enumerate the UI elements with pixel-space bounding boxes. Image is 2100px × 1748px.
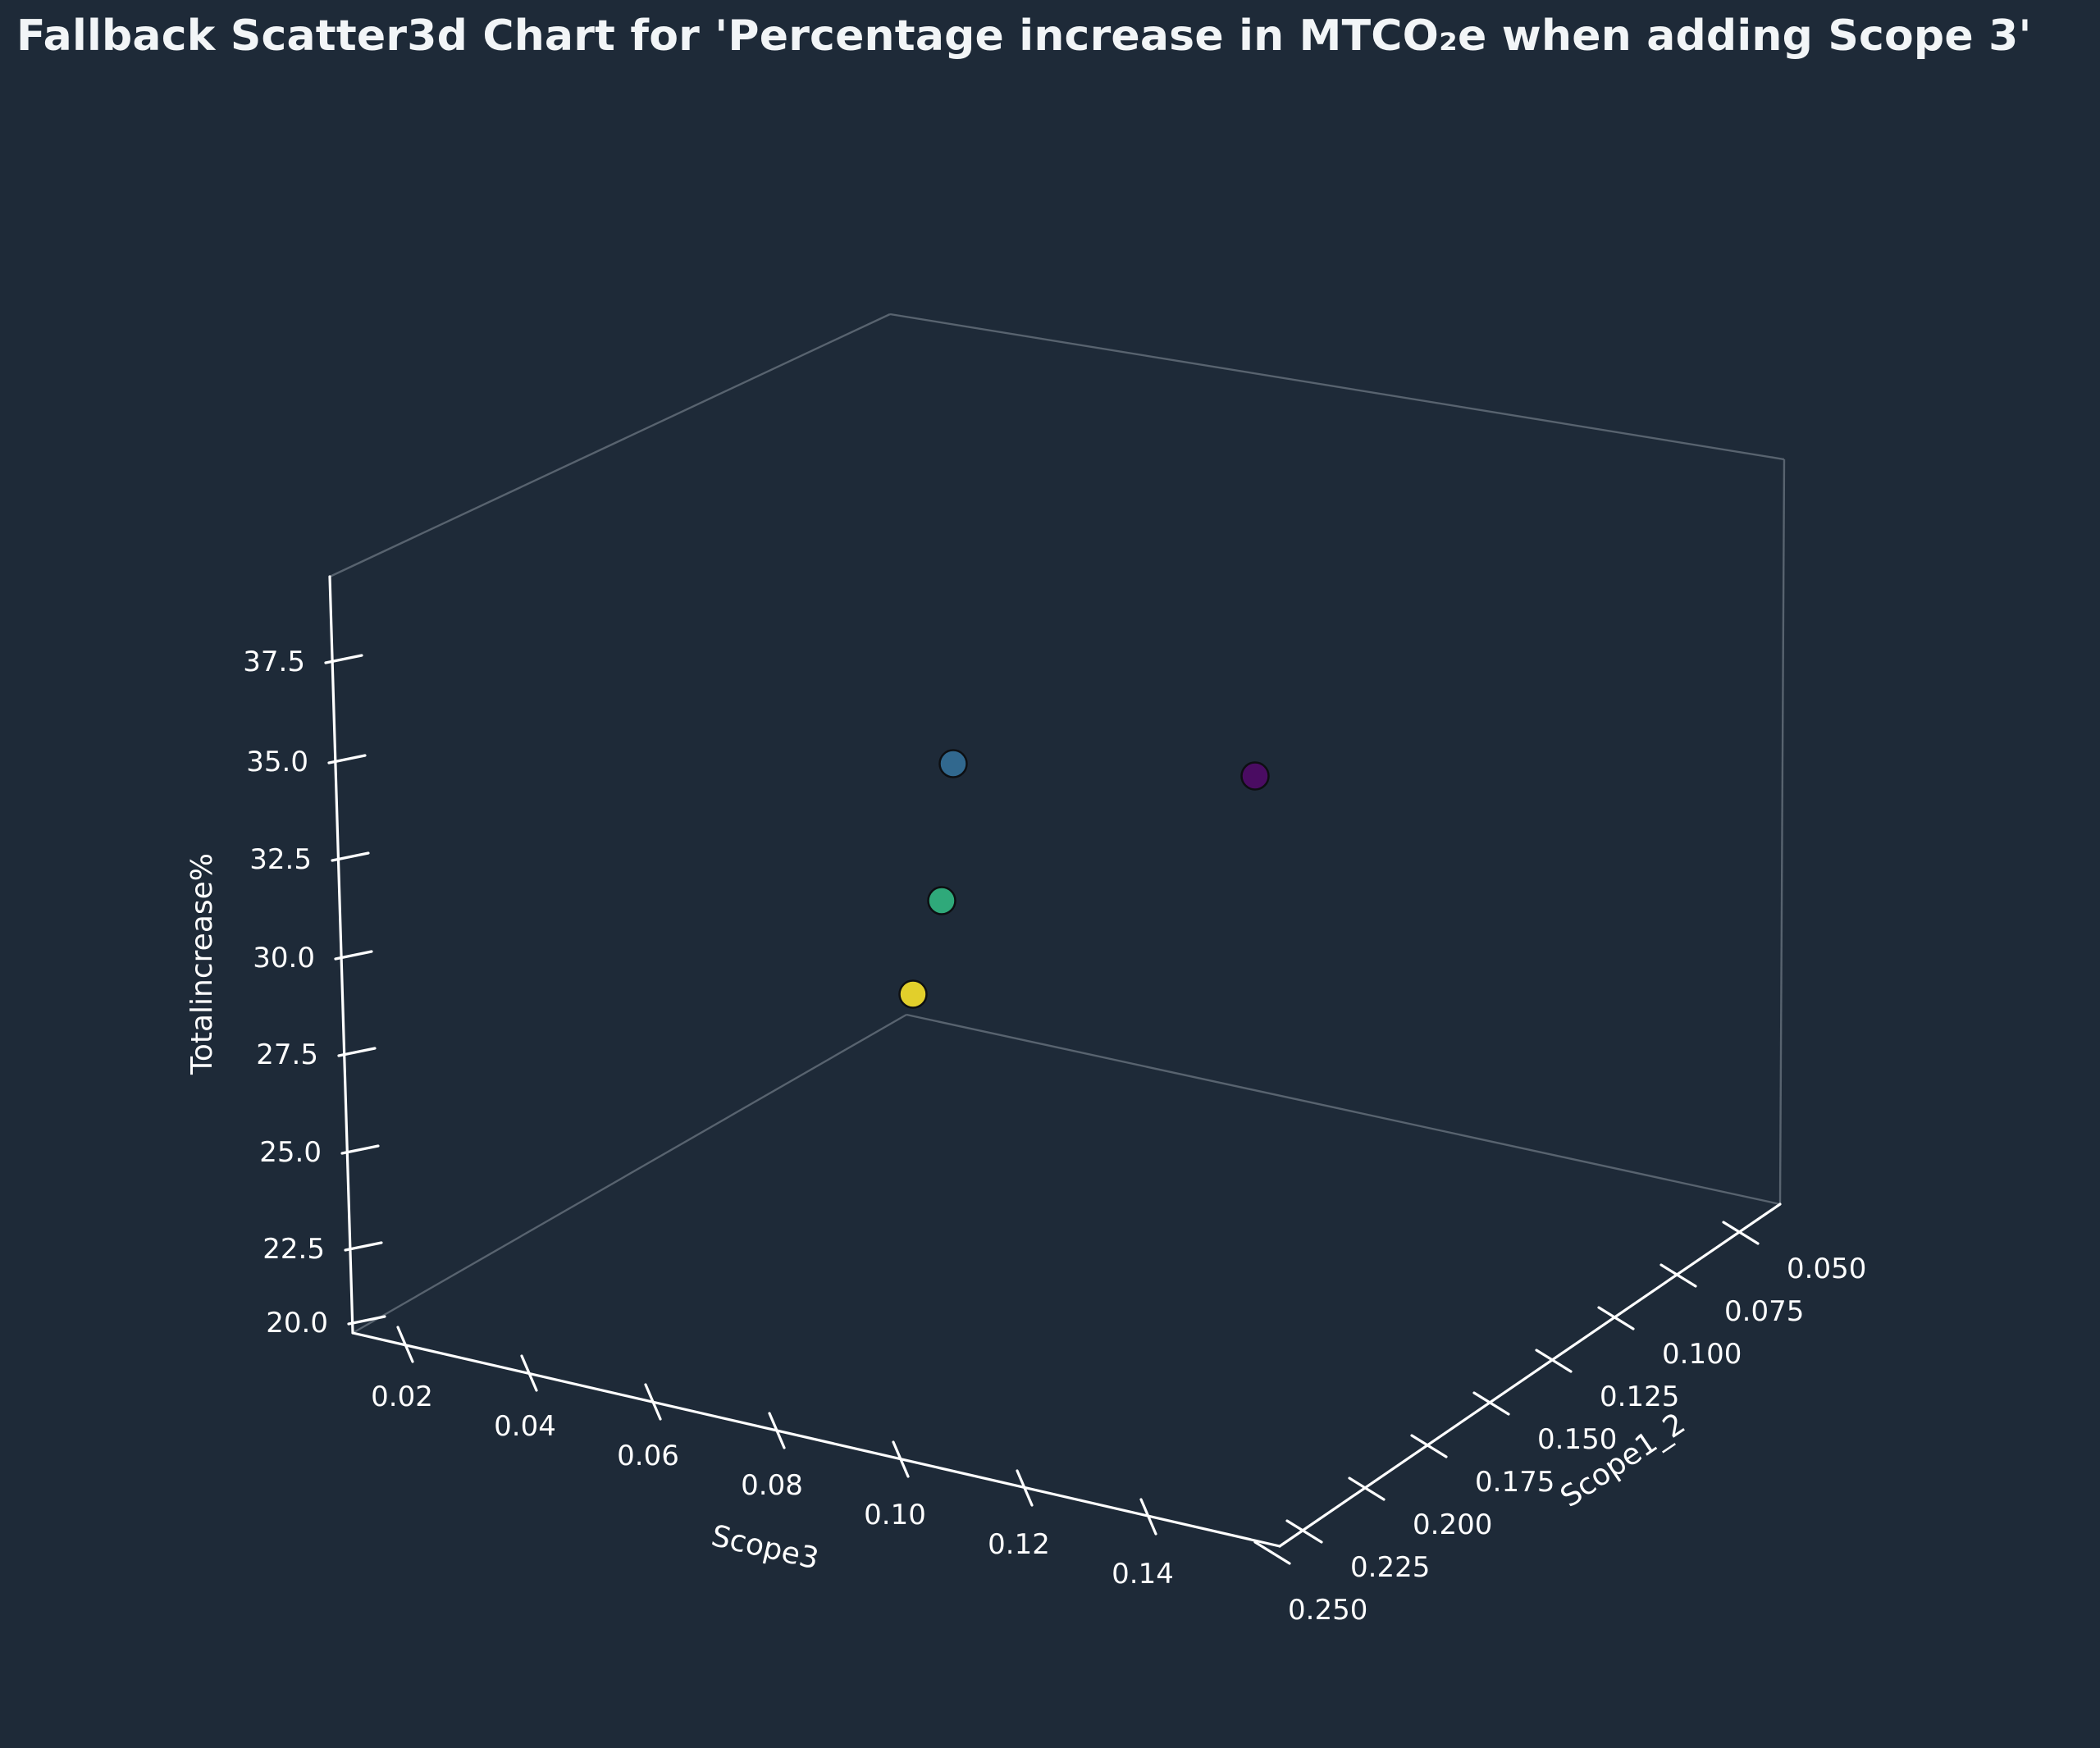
y-tick-0.100 xyxy=(1597,1306,1635,1330)
y-tick-label-3: 0.125 xyxy=(1600,1381,1679,1413)
y-tick-label-4: 0.150 xyxy=(1537,1423,1617,1456)
pane-edge-top-right xyxy=(889,313,1785,461)
y-tick-0.050 xyxy=(1722,1221,1760,1245)
z-axis-line xyxy=(328,575,354,1335)
x-tick-0.08 xyxy=(768,1412,786,1449)
marker-purple[interactable] xyxy=(1240,761,1270,791)
x-tick-0.12 xyxy=(1016,1469,1034,1507)
x-tick-0.14 xyxy=(1139,1498,1157,1536)
z-tick-20.0 xyxy=(347,1315,386,1326)
z-tick-22.5 xyxy=(344,1241,383,1252)
page-title: Fallback Scatter3d Chart for 'Percentage… xyxy=(16,11,2032,61)
y-tick-0.225 xyxy=(1285,1519,1323,1544)
y-axis-line xyxy=(1278,1203,1782,1548)
z-tick-30.0 xyxy=(334,950,373,961)
z-tick-label-2: 32.5 xyxy=(249,843,312,876)
z-tick-label-3: 30.0 xyxy=(253,942,315,974)
x-tick-label-4: 0.10 xyxy=(864,1499,926,1531)
marker-green[interactable] xyxy=(927,886,956,915)
z-tick-25.0 xyxy=(340,1144,380,1155)
z-tick-label-0: 37.5 xyxy=(243,646,305,678)
z-tick-37.5 xyxy=(324,654,363,664)
pane-edge-top-left xyxy=(329,313,891,578)
x-tick-0.10 xyxy=(892,1440,910,1478)
x-tick-0.04 xyxy=(520,1354,538,1392)
pane-edge-floor-right xyxy=(906,1013,1781,1206)
y-tick-label-5: 0.175 xyxy=(1475,1466,1554,1499)
pane-edge-right-vertical xyxy=(1778,459,1786,1205)
z-tick-label-4: 27.5 xyxy=(256,1038,318,1071)
x-tick-label-2: 0.06 xyxy=(617,1440,679,1472)
z-tick-27.5 xyxy=(337,1047,377,1057)
y-tick-0.150 xyxy=(1472,1391,1510,1416)
x-tick-label-3: 0.08 xyxy=(741,1469,803,1502)
x-tick-label-0: 0.02 xyxy=(371,1381,433,1413)
z-tick-label-1: 35.0 xyxy=(246,746,308,778)
data-points-layer xyxy=(898,749,1270,1009)
x-tick-0.02 xyxy=(396,1326,414,1363)
z-axis-title: Totalincrease% xyxy=(185,853,219,1075)
y-tick-label-1: 0.075 xyxy=(1724,1295,1804,1328)
y-tick-label-7: 0.225 xyxy=(1350,1551,1430,1584)
x-axis-line xyxy=(351,1331,1281,1548)
pane-edge-floor-left xyxy=(352,1013,907,1335)
y-tick-0.250 xyxy=(1253,1540,1291,1565)
z-tick-32.5 xyxy=(331,851,370,862)
z-tick-label-5: 25.0 xyxy=(259,1136,322,1169)
x-tick-label-5: 0.12 xyxy=(988,1528,1050,1561)
x-tick-label-6: 0.14 xyxy=(1112,1558,1174,1591)
x-axis-title: Scope3 xyxy=(708,1519,821,1577)
z-axis: 37.5 35.0 32.5 30.0 27.5 25.0 22.5 20.0 … xyxy=(185,575,386,1340)
y-tick-0.175 xyxy=(1410,1434,1448,1458)
y-axis: 0.050 0.075 0.100 0.125 0.150 0.175 0.20… xyxy=(1253,1203,1866,1627)
x-axis: 0.02 0.04 0.06 0.08 0.10 0.12 0.14 Scope… xyxy=(351,1326,1281,1591)
z-tick-35.0 xyxy=(327,754,367,764)
marker-blue[interactable] xyxy=(938,749,968,778)
x-tick-label-1: 0.04 xyxy=(494,1410,556,1443)
y-tick-0.125 xyxy=(1535,1349,1573,1373)
x-tick-0.06 xyxy=(644,1383,662,1421)
y-tick-0.075 xyxy=(1659,1263,1697,1288)
y-tick-label-2: 0.100 xyxy=(1662,1338,1742,1371)
z-tick-label-7: 20.0 xyxy=(266,1307,328,1340)
z-tick-label-6: 22.5 xyxy=(262,1233,325,1266)
marker-yellow[interactable] xyxy=(898,979,928,1009)
y-tick-label-0: 0.050 xyxy=(1787,1253,1866,1285)
y-tick-label-6: 0.200 xyxy=(1413,1508,1492,1541)
pane-edges xyxy=(329,313,1786,1335)
y-tick-label-8: 0.250 xyxy=(1288,1594,1367,1627)
y-tick-0.200 xyxy=(1348,1476,1386,1501)
